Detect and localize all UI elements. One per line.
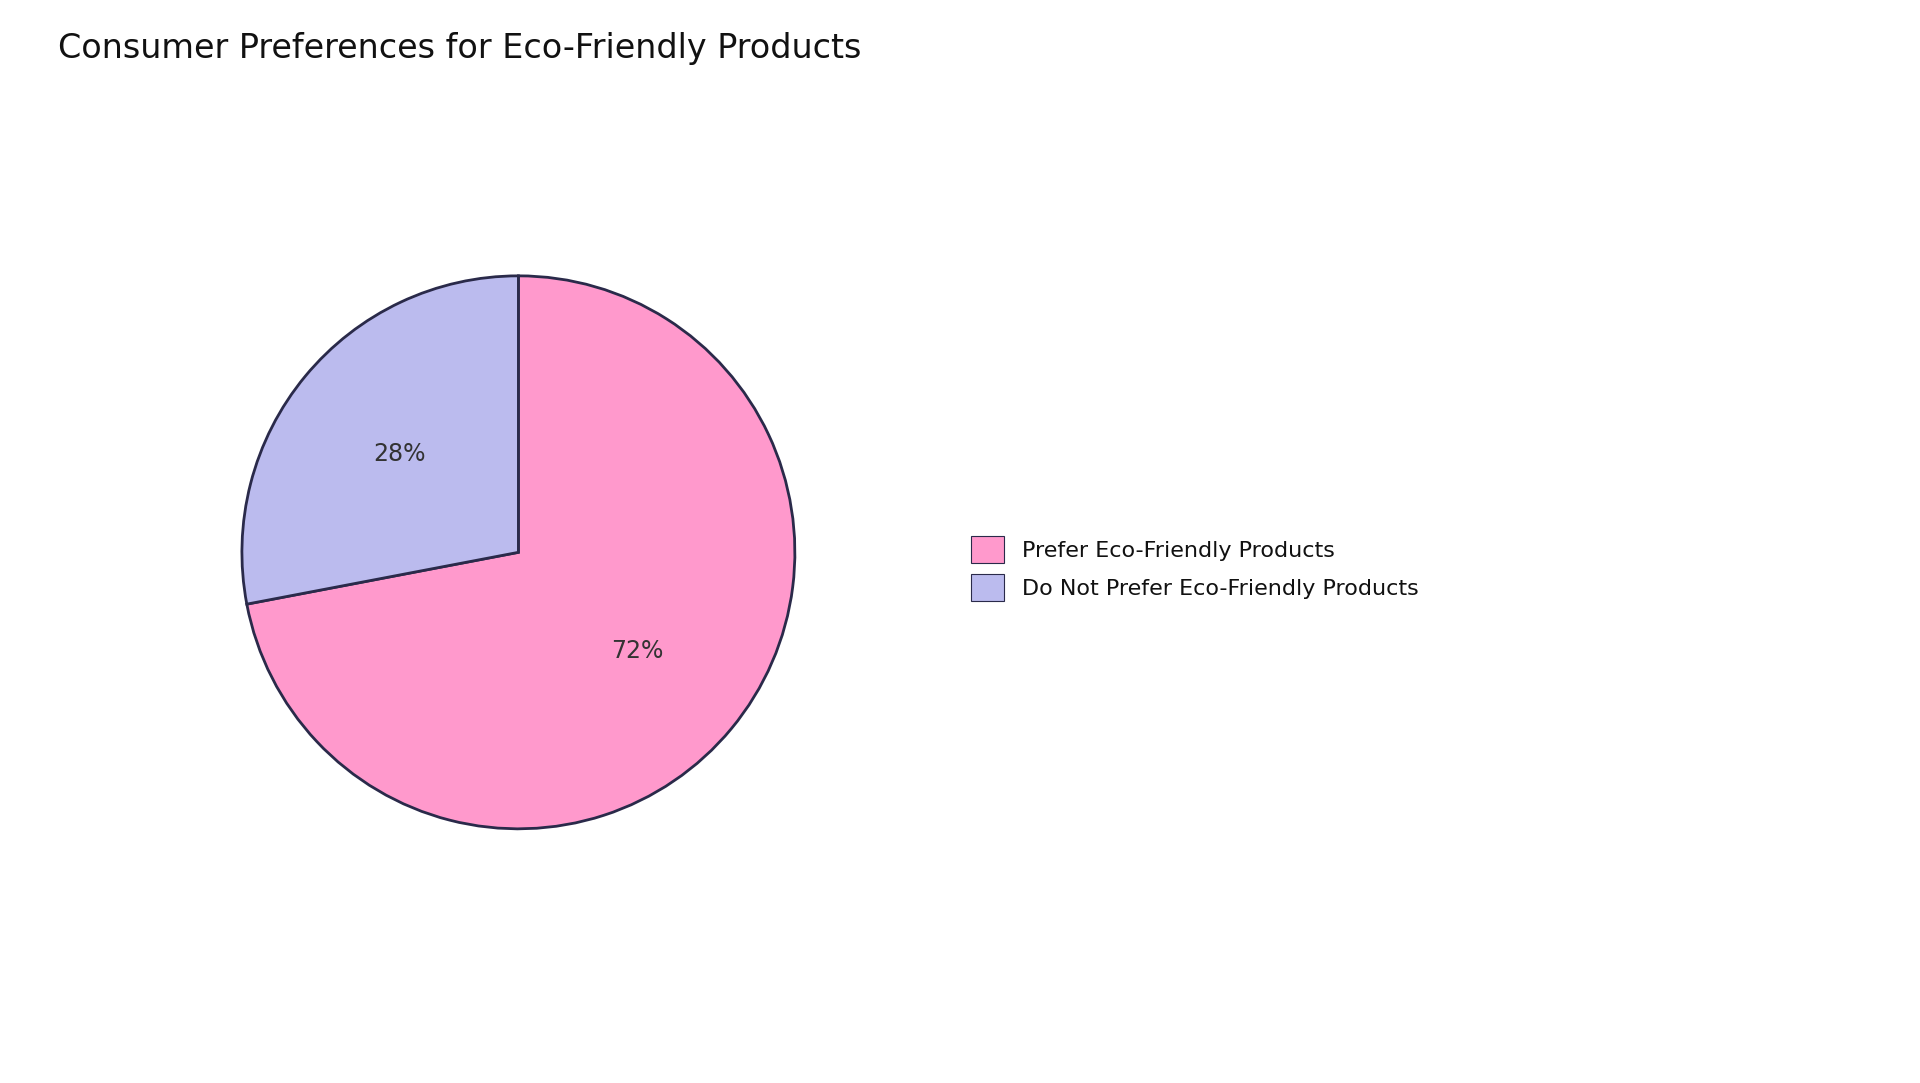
Wedge shape xyxy=(248,276,795,828)
Text: 72%: 72% xyxy=(611,639,664,663)
Wedge shape xyxy=(242,276,518,604)
Text: Consumer Preferences for Eco-Friendly Products: Consumer Preferences for Eco-Friendly Pr… xyxy=(58,32,860,65)
Text: 28%: 28% xyxy=(372,442,426,466)
Legend: Prefer Eco-Friendly Products, Do Not Prefer Eco-Friendly Products: Prefer Eco-Friendly Products, Do Not Pre… xyxy=(972,536,1419,601)
